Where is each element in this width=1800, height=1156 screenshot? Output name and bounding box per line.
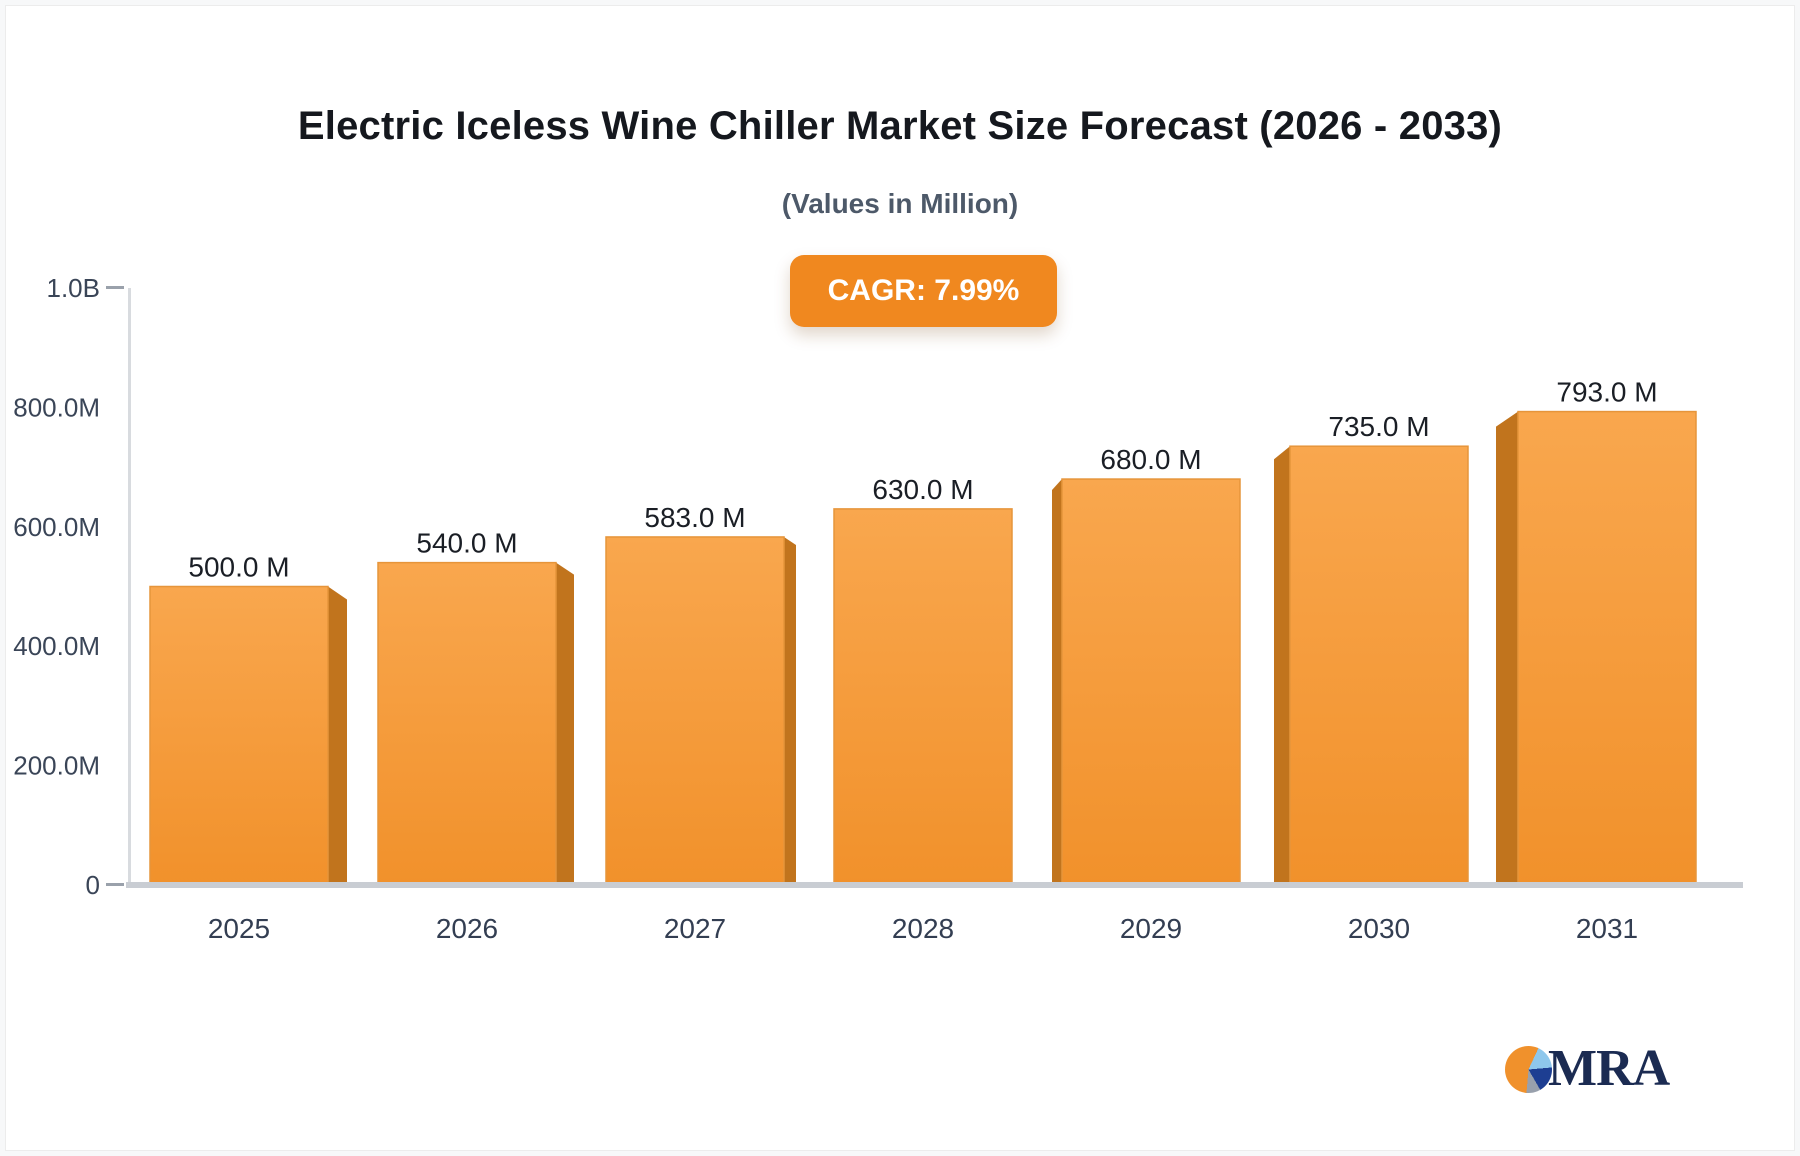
y-axis-tick [106,286,124,289]
bar-group [377,561,574,886]
bar-value-label: 583.0 M [644,502,745,533]
bar-front-face [1289,445,1469,886]
bar-side-face [556,562,574,885]
bar-value-label: 735.0 M [1328,411,1429,442]
bar-front-face [149,585,329,886]
x-axis-label: 2025 [208,913,270,944]
bar-side-face [328,586,347,885]
y-axis-label: 600.0M [13,512,100,542]
bar-side-face [1052,479,1062,885]
cagr-badge-label: CAGR: 7.99% [827,274,1020,307]
y-axis-label: 800.0M [13,392,100,422]
x-axis-label: 2031 [1576,913,1638,944]
bar-side-face [1274,446,1290,885]
bar-value-label: 540.0 M [416,528,517,559]
bar-value-label: 500.0 M [188,552,289,583]
bar-front-face [605,536,785,886]
cagr-badge: CAGR: 7.99% [790,255,1057,327]
bar-side-face [1496,411,1518,885]
bar-value-label: 680.0 M [1100,444,1201,475]
y-axis-label: 200.0M [13,751,100,781]
bar-side-face [784,536,796,885]
x-axis-label: 2026 [436,913,498,944]
chart-title: Electric Iceless Wine Chiller Market Siz… [297,104,1503,148]
bar-front-face [833,508,1013,886]
y-axis-label: 1.0B [47,273,101,303]
y-axis-label: 400.0M [13,631,100,661]
bar-group [1496,410,1697,886]
bar-group [149,585,347,886]
bar-front-face [1061,478,1241,886]
chart-subtitle: (Values in Million) [781,188,1019,219]
pie-chart-icon [1505,1045,1552,1093]
x-axis-baseline [126,882,1743,888]
x-axis-label: 2030 [1348,913,1410,944]
brand-logo: MRA [1505,1040,1670,1098]
y-axis-tick [106,883,124,886]
bar-front-face [1517,410,1697,886]
x-axis-label: 2028 [892,913,954,944]
brand-logo-text: MRA [1548,1040,1670,1097]
bar-value-label: 793.0 M [1556,377,1657,408]
x-axis-label: 2027 [664,913,726,944]
y-axis-line [128,288,131,886]
bar-group [1274,445,1469,886]
bar-group [605,536,796,886]
x-axis-label: 2029 [1120,913,1182,944]
bar-value-label: 630.0 M [872,474,973,505]
bar-group [1052,478,1241,886]
y-axis-label: 0 [86,870,100,900]
bar-front-face [377,561,557,886]
bar-group [833,508,1013,886]
